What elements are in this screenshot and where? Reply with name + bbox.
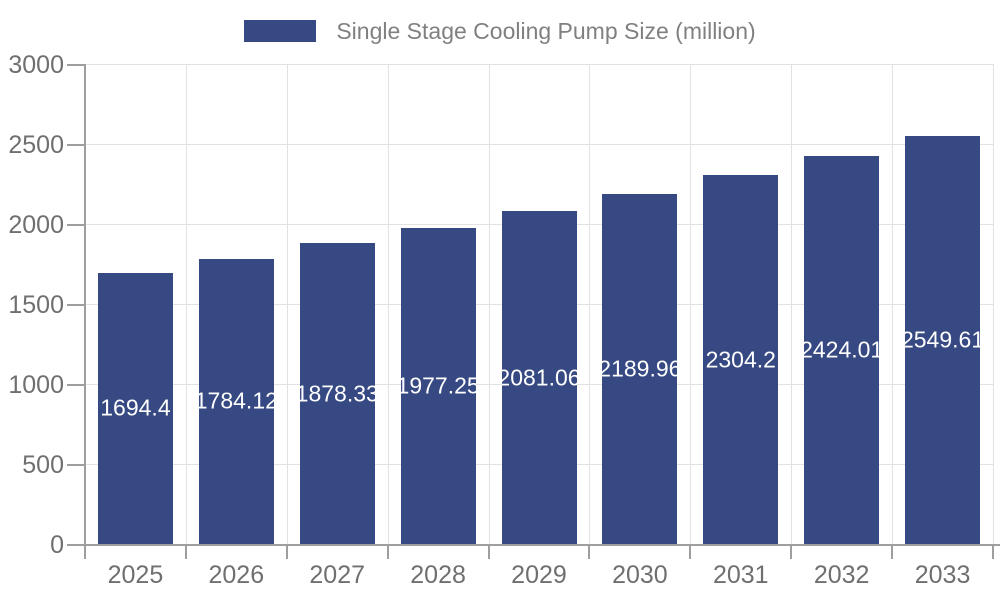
- gridline-horizontal: [85, 144, 993, 145]
- x-tick-mark: [891, 546, 894, 559]
- y-tick-label: 1000: [8, 371, 64, 399]
- x-tick-mark: [487, 546, 490, 559]
- bar-value-label: 1977.25: [400, 372, 476, 399]
- x-tick-mark: [992, 546, 994, 559]
- bar-value-label: 2189.96: [602, 355, 678, 382]
- x-tick-label: 2025: [107, 561, 164, 589]
- x-tick-label: 2027: [309, 561, 366, 589]
- y-tick-mark: [67, 224, 85, 226]
- y-tick-label: 2500: [8, 131, 64, 159]
- y-tick-mark: [67, 464, 85, 466]
- y-axis-line: [84, 64, 86, 546]
- x-tick-label: 2026: [208, 561, 265, 589]
- bar[interactable]: 1977.25: [400, 227, 476, 544]
- y-tick-label: 0: [50, 531, 64, 559]
- y-tick-mark: [67, 144, 85, 146]
- gridline-vertical: [993, 64, 994, 544]
- bar-value-label: 1878.33: [299, 380, 375, 407]
- gridline-horizontal: [85, 64, 993, 65]
- legend-swatch: [244, 20, 317, 42]
- y-tick-mark: [67, 304, 85, 306]
- x-tick-mark: [790, 546, 793, 559]
- legend-label: Single Stage Cooling Pump Size (million): [336, 17, 756, 44]
- x-tick-label: 2029: [511, 561, 567, 589]
- bar[interactable]: 1878.33: [299, 243, 375, 544]
- x-tick-label: 2032: [813, 561, 870, 589]
- y-tick-label: 1500: [8, 291, 64, 319]
- x-tick-mark: [285, 546, 288, 559]
- bar[interactable]: 2189.96: [602, 193, 678, 544]
- gridline-vertical: [892, 64, 894, 544]
- y-tick-mark: [67, 544, 85, 546]
- y-tick-label: 500: [22, 451, 64, 479]
- x-tick-mark: [588, 546, 591, 559]
- x-tick-mark: [184, 546, 187, 559]
- bar-value-label: 1784.12: [198, 387, 274, 414]
- x-axis-line: [85, 544, 1000, 546]
- legend[interactable]: Single Stage Cooling Pump Size (million): [0, 17, 1000, 45]
- bar-value-label: 2549.61: [905, 326, 981, 353]
- bar[interactable]: 2304.2: [703, 175, 779, 544]
- bar[interactable]: 1694.4: [97, 272, 173, 544]
- y-tick-mark: [67, 64, 85, 66]
- x-tick-label: 2031: [712, 561, 769, 589]
- x-tick-label: 2028: [410, 561, 466, 589]
- x-tick-label: 2033: [914, 561, 971, 589]
- gridline-vertical: [185, 64, 187, 544]
- gridline-vertical: [387, 64, 389, 544]
- gridline-vertical: [286, 64, 288, 544]
- x-tick-mark: [689, 546, 692, 559]
- bar-value-label: 2081.06: [501, 364, 577, 390]
- gridline-vertical: [791, 64, 793, 544]
- y-tick-label: 3000: [8, 51, 64, 79]
- bar[interactable]: 2549.61: [905, 136, 981, 544]
- x-tick-mark: [84, 546, 86, 559]
- x-tick-mark: [386, 546, 389, 559]
- bar[interactable]: 1784.12: [198, 258, 274, 544]
- gridline-vertical: [690, 64, 692, 544]
- y-tick-label: 2000: [8, 211, 64, 239]
- bar-value-label: 2424.01: [804, 336, 880, 363]
- bar[interactable]: 2424.01: [804, 156, 880, 544]
- gridline-vertical: [589, 64, 591, 544]
- x-tick-label: 2030: [612, 561, 668, 589]
- bar-value-label: 2304.2: [705, 346, 776, 373]
- y-tick-mark: [67, 384, 85, 386]
- bar-value-label: 1694.4: [100, 394, 171, 421]
- gridline-vertical: [488, 64, 490, 544]
- bar[interactable]: 2081.06: [501, 211, 577, 544]
